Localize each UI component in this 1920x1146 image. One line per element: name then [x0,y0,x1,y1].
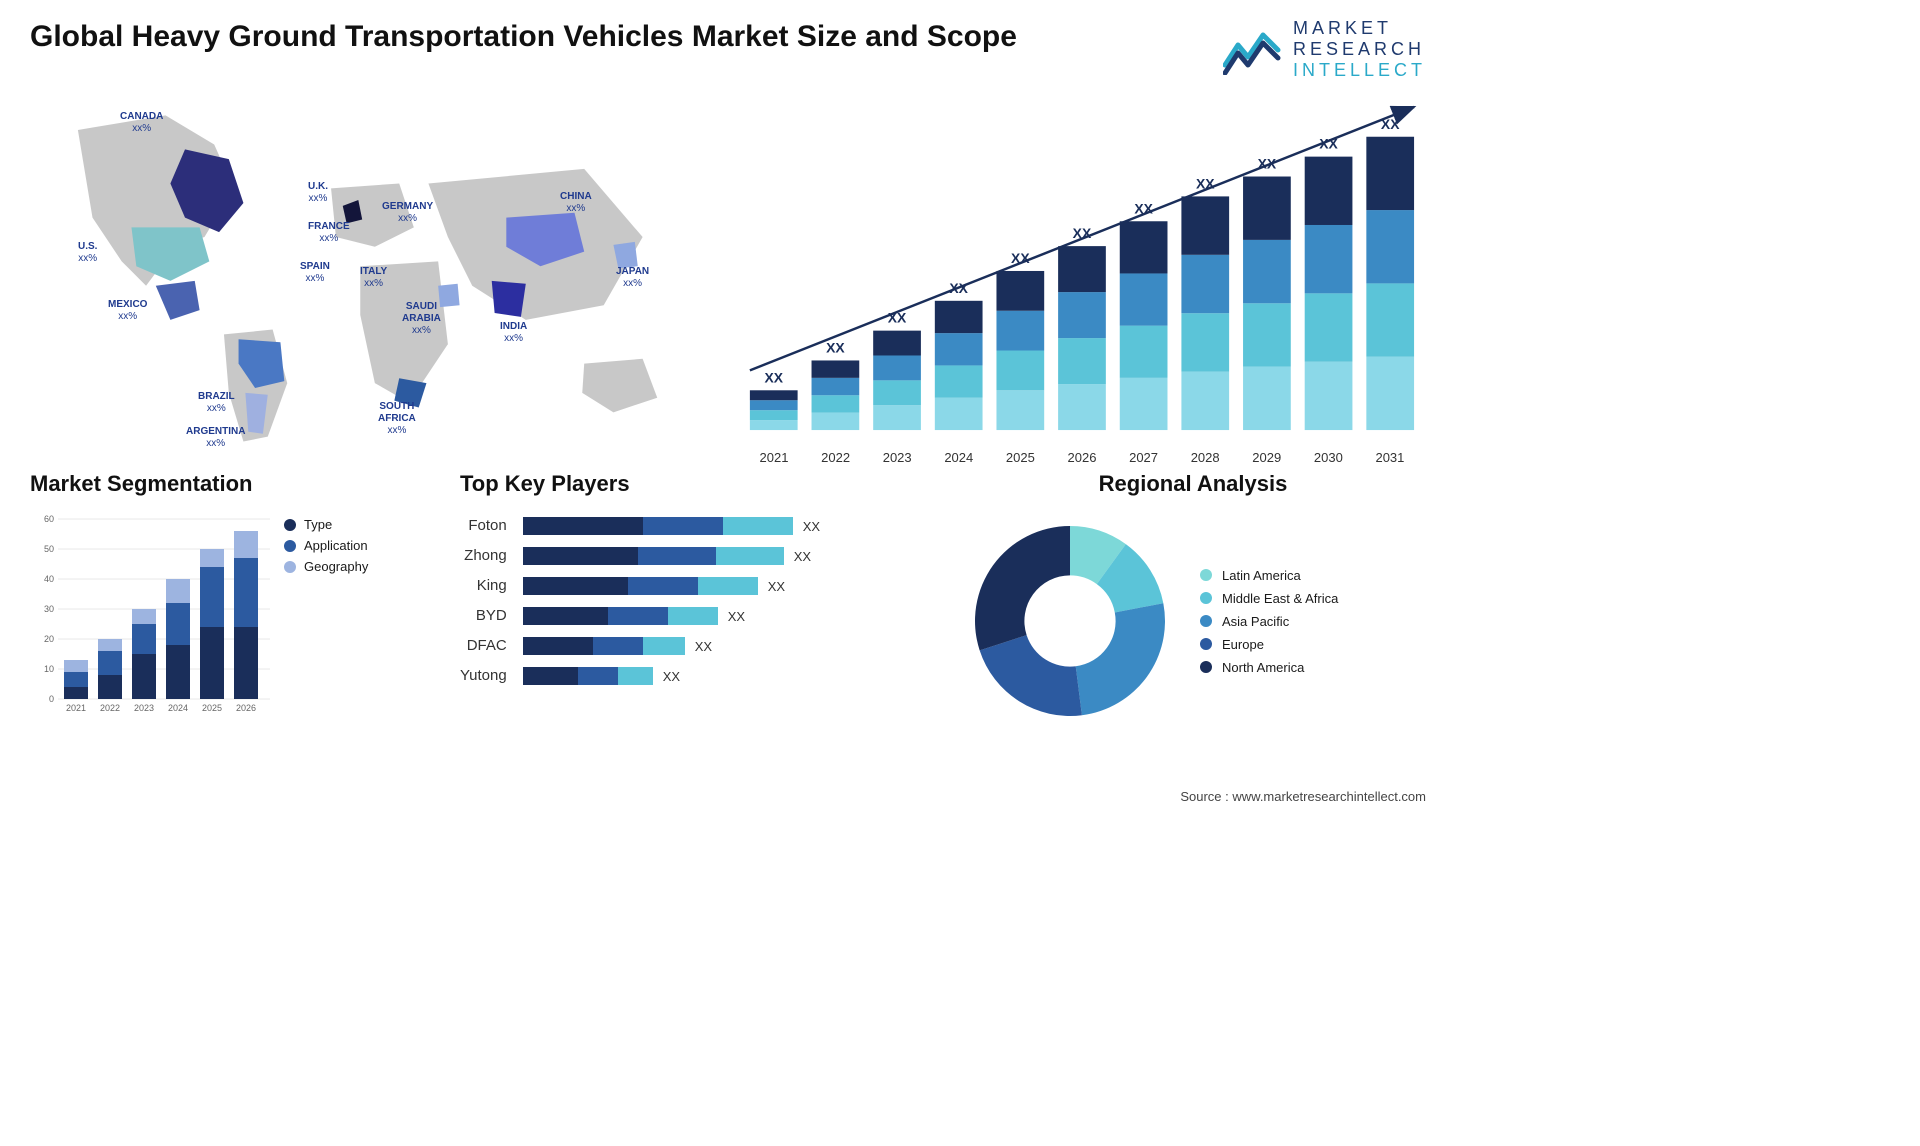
player-bar-row: XX [523,511,930,541]
player-label: King [460,571,507,601]
growth-year-label: 2021 [750,450,798,465]
growth-chart-svg: XXXXXXXXXXXXXXXXXXXXXX [730,91,1426,441]
player-bar-row: XX [523,571,930,601]
growth-year-label: 2029 [1243,450,1291,465]
map-label: SOUTHAFRICAxx% [378,401,416,437]
segmentation-legend-item: Geography [284,559,368,574]
growth-year-label: 2031 [1366,450,1414,465]
player-value: XX [768,579,785,594]
logo-text: MARKET RESEARCH INTELLECT [1293,18,1426,81]
map-label: SAUDIARABIAxx% [402,301,441,337]
regional-donut [960,511,1180,731]
player-label: Foton [460,511,507,541]
map-label: CANADAxx% [120,111,163,135]
svg-text:0: 0 [49,694,54,704]
map-label: ARGENTINAxx% [186,426,245,450]
player-bar-row: XX [523,541,930,571]
logo: MARKET RESEARCH INTELLECT [1223,18,1426,81]
player-bars: XX XX XX XX XX XX [523,511,930,691]
svg-text:2021: 2021 [66,703,86,713]
svg-text:50: 50 [44,544,54,554]
player-bar-row: XX [523,601,930,631]
map-label: U.S.xx% [78,241,97,265]
map-label: U.K.xx% [308,181,328,205]
map-label: SPAINxx% [300,261,330,285]
regional-legend: Latin America Middle East & Africa Asia Pa… [1200,560,1338,683]
map-label: CHINAxx% [560,191,592,215]
player-label: DFAC [460,631,507,661]
svg-text:40: 40 [44,574,54,584]
map-label: JAPANxx% [616,266,649,290]
svg-text:2025: 2025 [202,703,222,713]
player-value: XX [728,609,745,624]
segmentation-legend-item: Type [284,517,368,532]
players-panel: Top Key Players FotonZhongKingBYDDFACYut… [460,471,930,771]
player-value: XX [663,669,680,684]
map-label: BRAZILxx% [198,391,235,415]
regional-legend-item: Latin America [1200,568,1338,583]
growth-year-label: 2023 [873,450,921,465]
segmentation-legend-item: Application [284,538,368,553]
player-value: XX [794,549,811,564]
player-value: XX [695,639,712,654]
growth-year-label: 2027 [1120,450,1168,465]
segmentation-panel: Market Segmentation 0 10 20 30 40 50 60 2021 202… [30,471,430,771]
svg-text:30: 30 [44,604,54,614]
svg-text:XX: XX [826,340,845,356]
header: Global Heavy Ground Transportation Vehic… [0,0,1456,81]
svg-text:20: 20 [44,634,54,644]
growth-year-label: 2024 [935,450,983,465]
map-label: INDIAxx% [500,321,527,345]
svg-text:XX: XX [764,369,783,385]
svg-text:2023: 2023 [134,703,154,713]
growth-year-label: 2025 [996,450,1044,465]
segmentation-legend: Type Application Geography [284,511,368,721]
bottom-row: Market Segmentation 0 10 20 30 40 50 60 2021 202… [0,461,1456,771]
map-label: ITALYxx% [360,266,387,290]
svg-text:2022: 2022 [100,703,120,713]
page-title: Global Heavy Ground Transportation Vehic… [30,18,1017,56]
player-labels: FotonZhongKingBYDDFACYutong [460,511,507,691]
growth-year-label: 2022 [812,450,860,465]
regional-title: Regional Analysis [960,471,1426,497]
growth-year-label: 2028 [1181,450,1229,465]
regional-legend-item: Middle East & Africa [1200,591,1338,606]
map-label: FRANCExx% [308,221,350,245]
growth-chart: XXXXXXXXXXXXXXXXXXXXXX 20212022202320242… [730,91,1426,461]
players-title: Top Key Players [460,471,930,497]
source-text: Source : www.marketresearchintellect.com [1180,789,1426,804]
svg-text:10: 10 [44,664,54,674]
regional-panel: Regional Analysis Latin America Middle Ea… [960,471,1426,771]
player-bar-row: XX [523,661,930,691]
growth-year-label: 2026 [1058,450,1106,465]
growth-xlabels: 2021 2022 2023 2024 2025 2026 2027 2028 2029 2030… [730,446,1426,465]
logo-icon [1223,25,1283,75]
svg-text:60: 60 [44,514,54,524]
player-label: BYD [460,601,507,631]
player-bar-row: XX [523,631,930,661]
growth-year-label: 2030 [1304,450,1352,465]
svg-text:2024: 2024 [168,703,188,713]
player-label: Yutong [460,661,507,691]
regional-legend-item: North America [1200,660,1338,675]
player-label: Zhong [460,541,507,571]
player-value: XX [803,519,820,534]
map-label: GERMANYxx% [382,201,433,225]
top-row: CANADAxx% U.S.xx% MEXICOxx% BRAZILxx% ARGENT… [0,81,1456,461]
segmentation-chart: 0 10 20 30 40 50 60 2021 2022 2023 2024 2025 2026 [30,511,270,721]
regional-legend-item: Asia Pacific [1200,614,1338,629]
regional-legend-item: Europe [1200,637,1338,652]
svg-text:2026: 2026 [236,703,256,713]
world-map: CANADAxx% U.S.xx% MEXICOxx% BRAZILxx% ARGENT… [30,91,710,461]
map-label: MEXICOxx% [108,299,147,323]
segmentation-title: Market Segmentation [30,471,430,497]
